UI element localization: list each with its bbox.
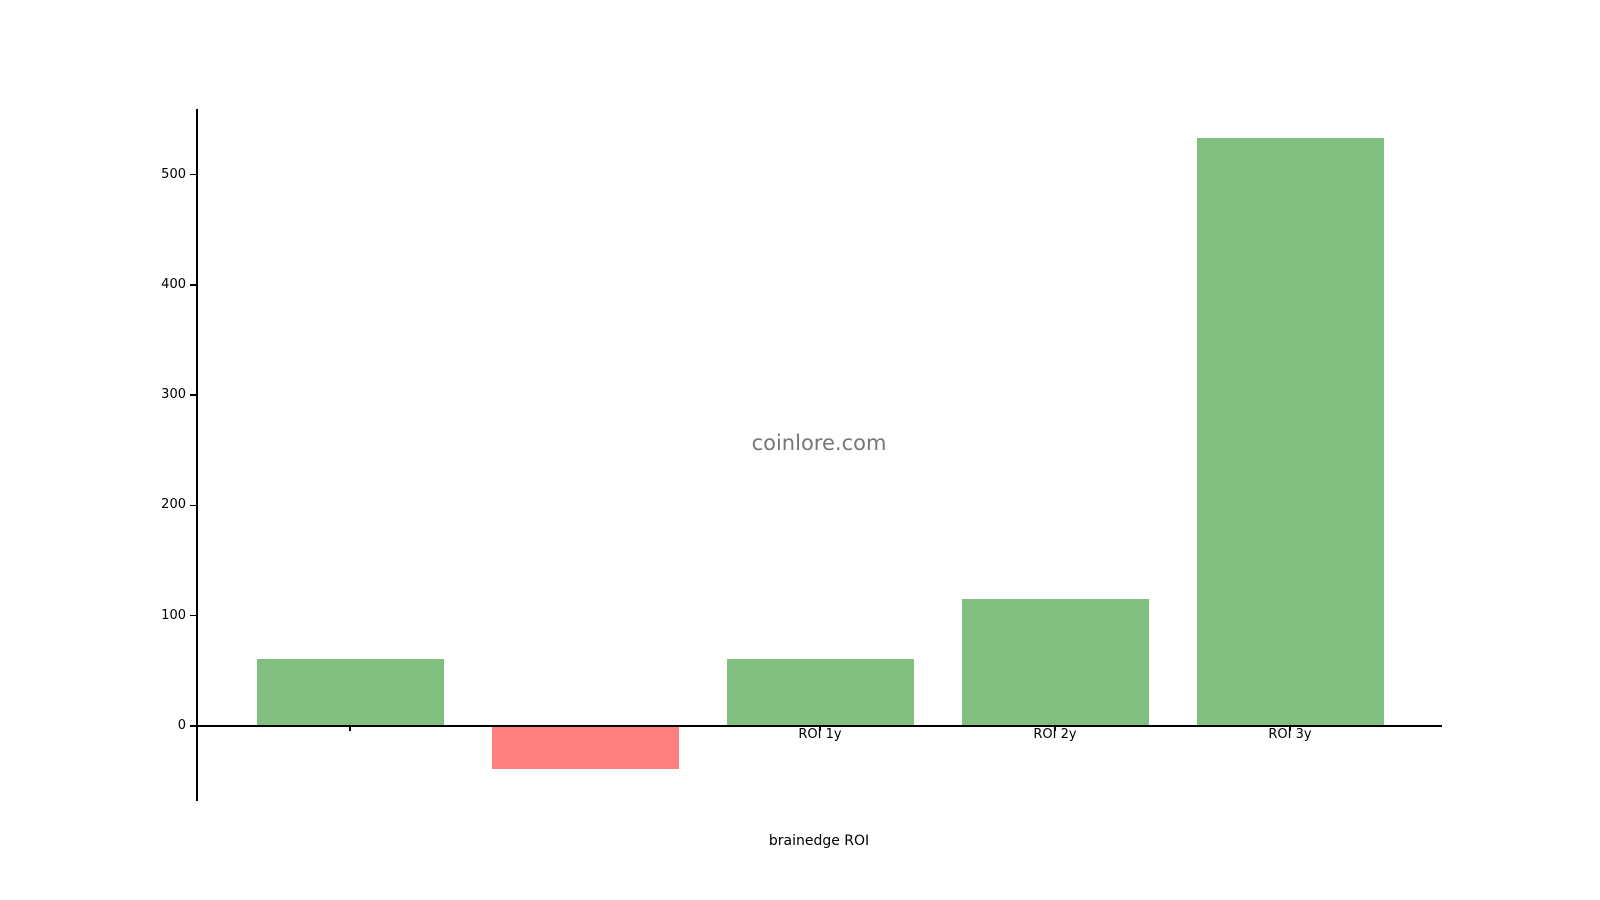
x-tick-label	[257, 727, 444, 743]
x-tick-label: ROI 1y	[798, 727, 842, 742]
x-tick-label: ROI 3y	[1268, 727, 1312, 742]
x-tick-mark	[1054, 726, 1056, 731]
y-tick-label: 300	[161, 387, 186, 403]
y-tick-mark	[190, 173, 196, 176]
y-axis-line	[196, 109, 198, 801]
chart-caption: brainedge ROI	[768, 833, 870, 849]
y-tick-mark	[190, 504, 196, 507]
bar-col-2	[491, 726, 679, 769]
x-tick-mark	[349, 726, 351, 731]
y-tick-mark	[190, 614, 196, 617]
y-tick-mark	[190, 394, 196, 396]
y-tick-mark	[190, 725, 196, 727]
y-tick-label: 400	[161, 276, 186, 292]
bar-col-1	[256, 658, 444, 726]
bar-roi-2y	[961, 599, 1149, 726]
y-tick-label: 0	[177, 718, 186, 733]
y-tick-label: 500	[161, 166, 186, 182]
watermark-text: coinlore.com	[751, 431, 887, 455]
y-tick-label: 200	[161, 497, 186, 513]
x-tick-mark	[1289, 726, 1291, 731]
bar-roi-1y	[726, 658, 914, 726]
x-axis-line	[196, 725, 1442, 727]
y-tick-mark	[190, 284, 196, 286]
bar-roi-3y	[1196, 138, 1384, 726]
y-tick-label: 100	[161, 607, 186, 623]
x-tick-mark	[819, 726, 821, 731]
x-tick-label: ROI 2y	[1033, 727, 1077, 742]
